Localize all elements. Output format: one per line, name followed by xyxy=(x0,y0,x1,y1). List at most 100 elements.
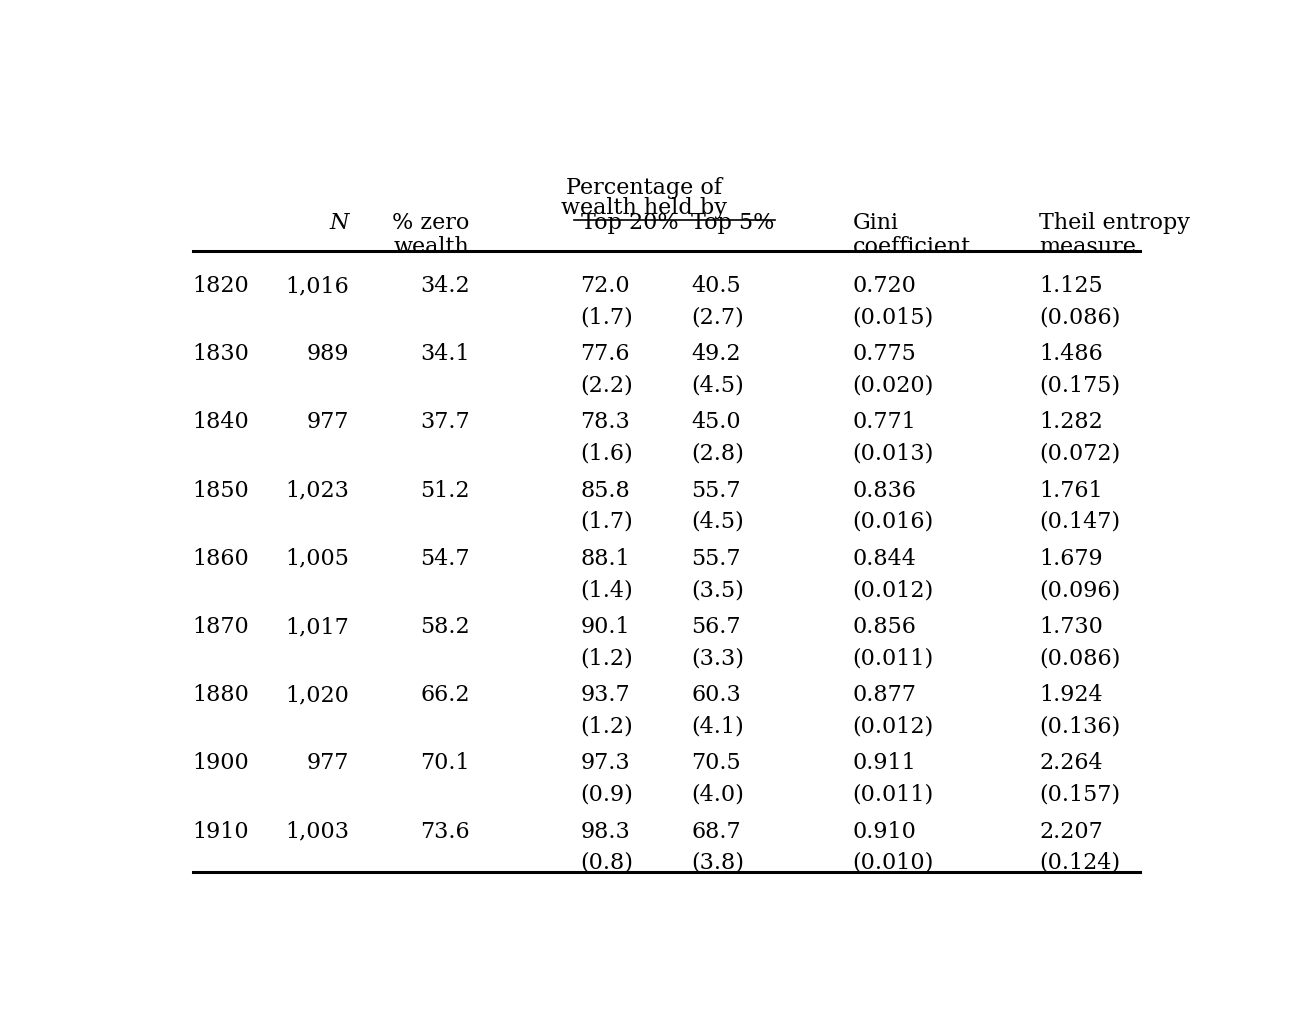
Text: (0.086): (0.086) xyxy=(1039,647,1121,670)
Text: 0.836: 0.836 xyxy=(853,479,916,502)
Text: 1,023: 1,023 xyxy=(285,479,348,502)
Text: 45.0: 45.0 xyxy=(692,411,741,434)
Text: 70.5: 70.5 xyxy=(692,752,741,775)
Text: (0.124): (0.124) xyxy=(1039,852,1121,873)
Text: 34.1: 34.1 xyxy=(420,343,469,365)
Text: Gini: Gini xyxy=(853,213,898,234)
Text: 0.775: 0.775 xyxy=(853,343,916,365)
Text: (1.7): (1.7) xyxy=(581,306,633,329)
Text: wealth: wealth xyxy=(394,236,469,258)
Text: 1.282: 1.282 xyxy=(1039,411,1102,434)
Text: coefficient: coefficient xyxy=(853,236,971,258)
Text: (0.175): (0.175) xyxy=(1039,375,1121,397)
Text: (2.7): (2.7) xyxy=(692,306,744,329)
Text: 34.2: 34.2 xyxy=(420,275,469,297)
Text: (2.2): (2.2) xyxy=(581,375,633,397)
Text: 1860: 1860 xyxy=(192,548,250,570)
Text: 0.720: 0.720 xyxy=(853,275,916,297)
Text: 66.2: 66.2 xyxy=(420,684,469,706)
Text: 40.5: 40.5 xyxy=(692,275,741,297)
Text: 49.2: 49.2 xyxy=(692,343,741,365)
Text: Theil entropy: Theil entropy xyxy=(1039,213,1190,234)
Text: 54.7: 54.7 xyxy=(420,548,469,570)
Text: 51.2: 51.2 xyxy=(420,479,469,502)
Text: 1,003: 1,003 xyxy=(285,821,348,843)
Text: (0.011): (0.011) xyxy=(853,647,933,670)
Text: 1850: 1850 xyxy=(192,479,250,502)
Text: wealth held by: wealth held by xyxy=(562,196,727,219)
Text: 78.3: 78.3 xyxy=(581,411,630,434)
Text: Percentage of: Percentage of xyxy=(566,177,722,200)
Text: 60.3: 60.3 xyxy=(692,684,741,706)
Text: (0.011): (0.011) xyxy=(853,784,933,805)
Text: 56.7: 56.7 xyxy=(692,616,741,638)
Text: 1.730: 1.730 xyxy=(1039,616,1102,638)
Text: 73.6: 73.6 xyxy=(420,821,469,843)
Text: (1.7): (1.7) xyxy=(581,511,633,533)
Text: 0.877: 0.877 xyxy=(853,684,916,706)
Text: 1.679: 1.679 xyxy=(1039,548,1102,570)
Text: (0.012): (0.012) xyxy=(853,579,933,602)
Text: 58.2: 58.2 xyxy=(420,616,469,638)
Text: 1.486: 1.486 xyxy=(1039,343,1102,365)
Text: (0.8): (0.8) xyxy=(581,852,633,873)
Text: 93.7: 93.7 xyxy=(581,684,630,706)
Text: 1900: 1900 xyxy=(192,752,250,775)
Text: Top 20%: Top 20% xyxy=(581,213,679,234)
Text: Top 5%: Top 5% xyxy=(692,213,775,234)
Text: (1.6): (1.6) xyxy=(581,443,633,465)
Text: 977: 977 xyxy=(307,411,348,434)
Text: (4.1): (4.1) xyxy=(692,716,744,738)
Text: 1840: 1840 xyxy=(192,411,250,434)
Text: (1.2): (1.2) xyxy=(581,647,633,670)
Text: (4.5): (4.5) xyxy=(692,511,744,533)
Text: 2.207: 2.207 xyxy=(1039,821,1102,843)
Text: 2.264: 2.264 xyxy=(1039,752,1102,775)
Text: (0.016): (0.016) xyxy=(853,511,933,533)
Text: 1,020: 1,020 xyxy=(285,684,348,706)
Text: 90.1: 90.1 xyxy=(581,616,630,638)
Text: 1,017: 1,017 xyxy=(285,616,348,638)
Text: 0.910: 0.910 xyxy=(853,821,916,843)
Text: (0.157): (0.157) xyxy=(1039,784,1121,805)
Text: 1,016: 1,016 xyxy=(285,275,348,297)
Text: 55.7: 55.7 xyxy=(692,479,741,502)
Text: 68.7: 68.7 xyxy=(692,821,741,843)
Text: 70.1: 70.1 xyxy=(420,752,469,775)
Text: 977: 977 xyxy=(307,752,348,775)
Text: 0.911: 0.911 xyxy=(853,752,916,775)
Text: 1,005: 1,005 xyxy=(285,548,348,570)
Text: % zero: % zero xyxy=(393,213,469,234)
Text: (4.5): (4.5) xyxy=(692,375,744,397)
Text: 85.8: 85.8 xyxy=(581,479,630,502)
Text: (0.012): (0.012) xyxy=(853,716,933,738)
Text: (3.3): (3.3) xyxy=(692,647,745,670)
Text: N: N xyxy=(329,213,348,234)
Text: (0.096): (0.096) xyxy=(1039,579,1121,602)
Text: (1.4): (1.4) xyxy=(581,579,633,602)
Text: 72.0: 72.0 xyxy=(581,275,630,297)
Text: 1830: 1830 xyxy=(192,343,250,365)
Text: 0.844: 0.844 xyxy=(853,548,916,570)
Text: (0.020): (0.020) xyxy=(853,375,933,397)
Text: (0.086): (0.086) xyxy=(1039,306,1121,329)
Text: (0.147): (0.147) xyxy=(1039,511,1121,533)
Text: 88.1: 88.1 xyxy=(581,548,630,570)
Text: 989: 989 xyxy=(307,343,348,365)
Text: 1820: 1820 xyxy=(192,275,250,297)
Text: (0.013): (0.013) xyxy=(853,443,933,465)
Text: (1.2): (1.2) xyxy=(581,716,633,738)
Text: 1880: 1880 xyxy=(192,684,250,706)
Text: 1870: 1870 xyxy=(192,616,250,638)
Text: 77.6: 77.6 xyxy=(581,343,630,365)
Text: (0.015): (0.015) xyxy=(853,306,933,329)
Text: (2.8): (2.8) xyxy=(692,443,745,465)
Text: 55.7: 55.7 xyxy=(692,548,741,570)
Text: 98.3: 98.3 xyxy=(581,821,630,843)
Text: 0.856: 0.856 xyxy=(853,616,916,638)
Text: (0.010): (0.010) xyxy=(853,852,933,873)
Text: (0.136): (0.136) xyxy=(1039,716,1121,738)
Text: 1.125: 1.125 xyxy=(1039,275,1102,297)
Text: measure: measure xyxy=(1039,236,1136,258)
Text: (3.8): (3.8) xyxy=(692,852,745,873)
